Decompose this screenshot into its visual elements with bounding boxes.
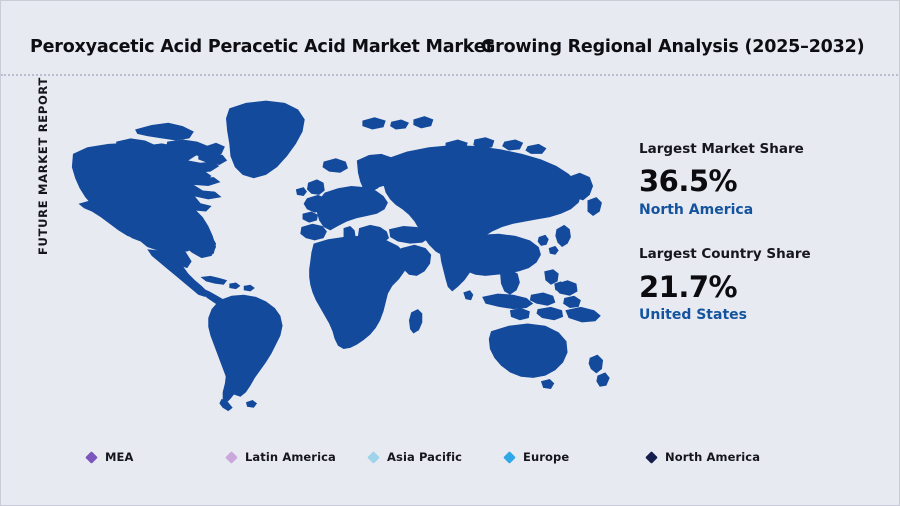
header: Peroxyacetic Acid Peracetic Acid Market … [1, 1, 899, 76]
stat-label: Largest Market Share [639, 141, 804, 157]
stat-country: United States [639, 307, 747, 324]
stat-value: 21.7% [639, 269, 738, 304]
legend-item-latin-america[interactable]: Latin America [225, 447, 336, 467]
legend-marker-icon [645, 450, 658, 464]
page-title-secondary: Growing Regional Analysis (2025–2032) [481, 37, 865, 57]
world-map-landmasses [71, 100, 610, 412]
stat-largest-market-share: Largest Market Share 36.5% North America [639, 141, 879, 218]
legend-label: MEA [105, 450, 134, 464]
legend: MEA Latin America Asia Pacific Europe No… [85, 447, 787, 467]
legend-marker-icon [225, 450, 238, 464]
world-map [63, 87, 623, 417]
stat-largest-country-share: Largest Country Share 21.7% United State… [639, 246, 879, 323]
legend-label: Europe [523, 450, 570, 464]
stat-region: North America [639, 201, 754, 218]
legend-label: Latin America [245, 450, 336, 464]
legend-marker-icon [503, 450, 516, 464]
stat-label: Largest Country Share [639, 246, 811, 263]
brand-vertical-label: FUTURE MARKET REPORT [36, 76, 50, 255]
page-title-primary: Peroxyacetic Acid Peracetic Acid Market … [30, 37, 494, 57]
legend-item-north-america[interactable]: North America [645, 447, 761, 467]
legend-label: Asia Pacific [387, 450, 463, 464]
stats-panel: Largest Market Share 36.5% North America… [639, 141, 879, 352]
legend-item-europe[interactable]: Europe [503, 447, 570, 467]
stat-value: 36.5% [639, 164, 738, 199]
legend-item-mea[interactable]: MEA [85, 447, 134, 467]
world-map-svg [71, 100, 610, 412]
title-divider [1, 74, 899, 76]
legend-marker-icon [85, 450, 98, 464]
legend-label: North America [665, 450, 761, 464]
legend-item-asia-pacific[interactable]: Asia Pacific [367, 447, 463, 467]
legend-marker-icon [367, 450, 380, 464]
